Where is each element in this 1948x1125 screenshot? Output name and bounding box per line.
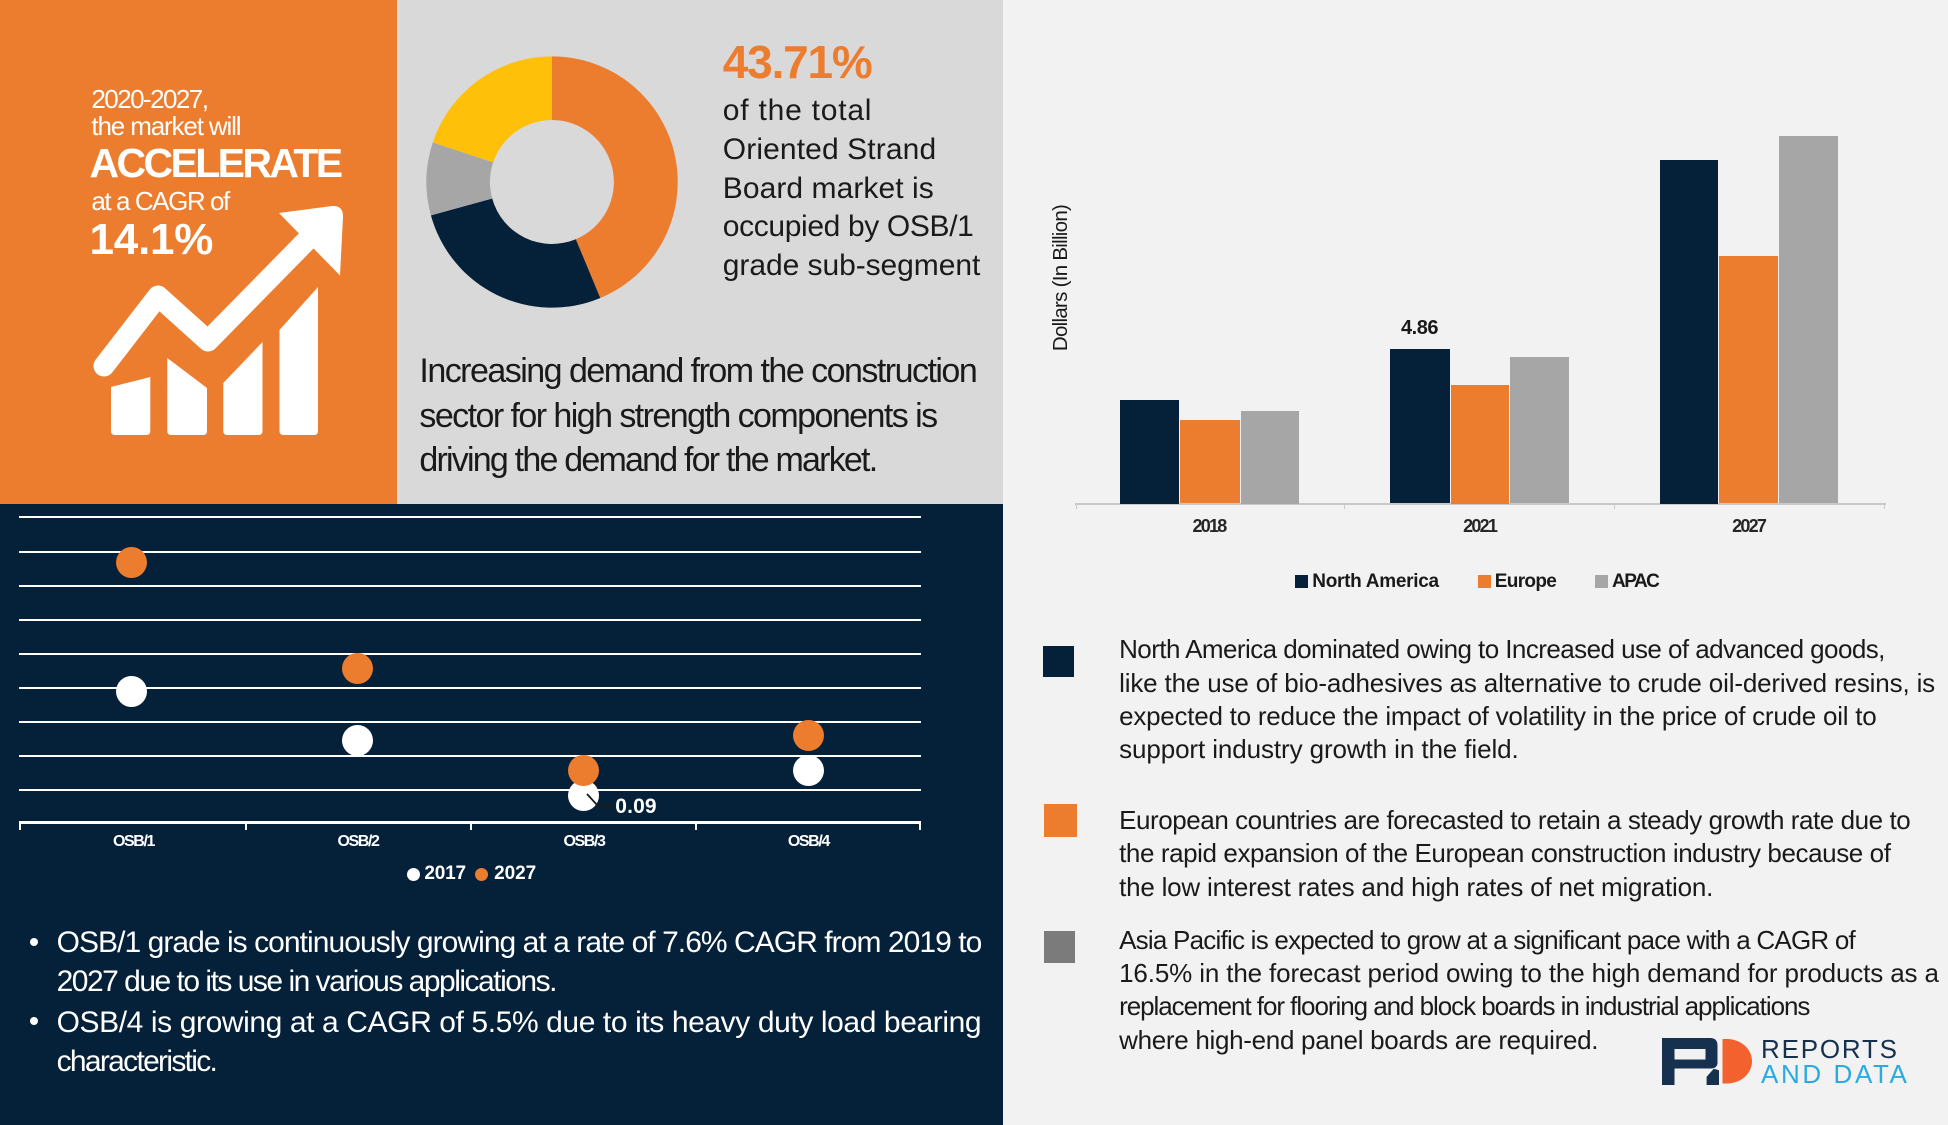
svg-text:AND DATA: AND DATA — [1761, 1059, 1909, 1086]
svg-text:REPORTS: REPORTS — [1761, 1038, 1899, 1064]
